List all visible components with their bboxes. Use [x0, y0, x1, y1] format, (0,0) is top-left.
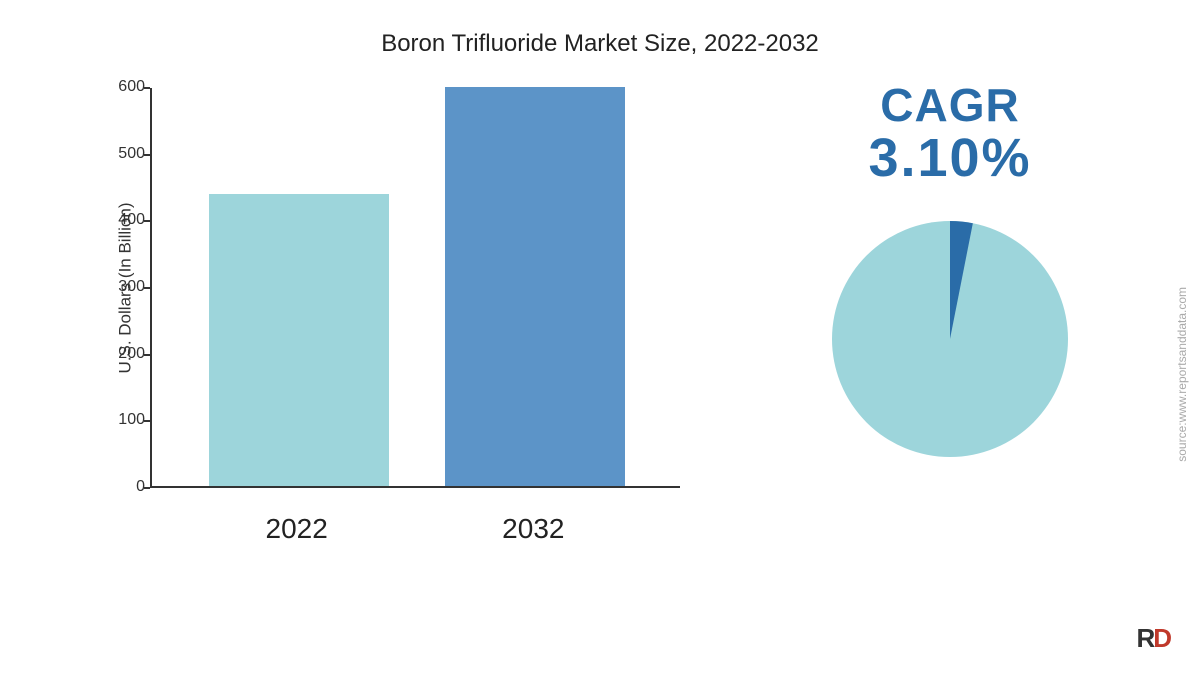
- chart-title: Boron Trifluoride Market Size, 2022-2032: [0, 0, 1200, 78]
- pie-chart: [830, 219, 1070, 459]
- source-attribution: source:www.reportsanddata.com: [1175, 287, 1189, 462]
- x-axis-label: 2032: [443, 513, 623, 545]
- y-tick-label: 200: [110, 345, 145, 363]
- cagr-panel: CAGR 3.10%: [750, 78, 1150, 558]
- plot-region: [150, 88, 680, 488]
- y-tick-label: 600: [110, 78, 145, 96]
- brand-logo: RD: [1136, 623, 1170, 654]
- bar: [445, 87, 625, 486]
- cagr-label: CAGR: [750, 78, 1150, 132]
- cagr-value: 3.10%: [750, 127, 1150, 189]
- content-row: U.S. Dollars (In Billion) 01002003004005…: [0, 78, 1200, 558]
- pie-svg: [830, 219, 1070, 459]
- logo-d: D: [1153, 623, 1170, 653]
- x-axis-label: 2022: [207, 513, 387, 545]
- y-tick-label: 100: [110, 411, 145, 429]
- y-tick-label: 0: [110, 478, 145, 496]
- bar-chart-area: U.S. Dollars (In Billion) 01002003004005…: [80, 78, 700, 558]
- y-tick-label: 500: [110, 145, 145, 163]
- bar: [209, 194, 389, 486]
- y-tick-label: 300: [110, 278, 145, 296]
- y-tick-label: 400: [110, 211, 145, 229]
- logo-r: R: [1136, 623, 1153, 653]
